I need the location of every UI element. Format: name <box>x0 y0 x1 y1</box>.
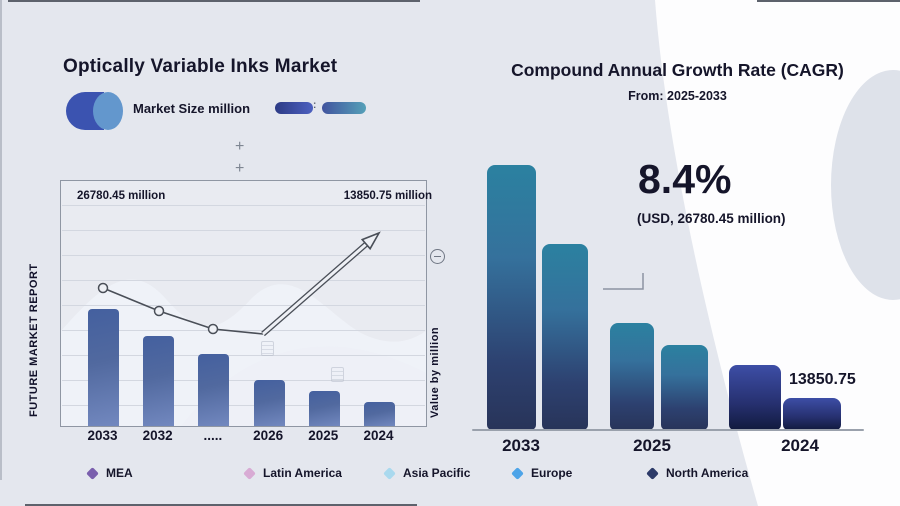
frame-line-bottom <box>25 504 417 506</box>
value-2024-annotation: 13850.75 <box>789 371 856 388</box>
left-chart-bar-2025 <box>308 391 340 426</box>
market-size-label: Market Size million <box>133 101 251 116</box>
legend-item-mea: MEA <box>86 466 133 480</box>
left-x-label: ..... <box>203 428 223 443</box>
legend-label: Asia Pacific <box>403 466 471 480</box>
frame-line-top <box>8 0 420 2</box>
document-icon <box>331 367 344 382</box>
frame-line-top-right <box>757 0 900 2</box>
left-x-label: 2024 <box>363 428 394 443</box>
decorative-pill-dark <box>275 102 313 114</box>
y-axis-label: Value by million <box>429 326 441 418</box>
cagr-bar-2024-secondary <box>783 398 841 430</box>
legend-diamond-icon <box>646 466 659 480</box>
cagr-detail: (USD, 26780.45 million) <box>637 211 786 226</box>
left-bars-layer <box>61 181 426 426</box>
legend-diamond-icon <box>511 466 524 480</box>
left-x-label: 2025 <box>308 428 339 443</box>
cagr-bar-2033-primary <box>487 165 536 430</box>
document-icon <box>261 341 274 356</box>
left-chart-bar-2032 <box>143 336 175 426</box>
left-x-label: 2033 <box>87 428 118 443</box>
legend-item-asia-pacific: Asia Pacific <box>383 466 471 480</box>
legend-diamond-icon <box>383 466 396 480</box>
legend-label: Latin America <box>263 466 342 480</box>
future-market-report-watermark: FUTURE MARKET REPORT <box>28 263 40 417</box>
left-x-axis-labels: 2033 2032..... 2026 2025 2024 <box>60 428 425 446</box>
cagr-bar-2024-primary <box>729 365 781 430</box>
legend-label: Europe <box>531 466 573 480</box>
legend-diamond-icon <box>243 466 256 480</box>
legend-item-europe: Europe <box>511 466 573 480</box>
left-x-label: 2026 <box>253 428 284 443</box>
right-chart-axis <box>472 429 864 431</box>
legend-item-north-america: North America <box>646 466 749 480</box>
legend-label: North America <box>666 466 749 480</box>
frame-line-left <box>0 0 2 480</box>
legend-label: MEA <box>106 466 133 480</box>
cagr-subtitle: From: 2025-2033 <box>628 89 727 103</box>
right-x-label: 2025 <box>633 436 671 455</box>
max-value-annotation: 26780.45 million <box>77 190 166 202</box>
left-chart-bar-2033 <box>88 309 119 426</box>
cagr-bar-2025-secondary <box>661 345 708 430</box>
plus-mark-icon: + <box>235 160 245 177</box>
market-size-chart-panel: 26780.45 million 13850.75 million <box>60 180 432 427</box>
cagr-bar-2033-secondary <box>542 244 588 430</box>
minus-glyph <box>434 255 441 258</box>
database-cylinder-icon <box>66 92 123 130</box>
min-value-annotation: 13850.75 million <box>343 190 432 202</box>
legend-item-latin-america: Latin America <box>243 466 342 480</box>
left-x-label: 2032 <box>142 428 173 443</box>
step-callout-line <box>603 273 644 290</box>
left-chart-bar-2024 <box>364 402 395 426</box>
page-title: Optically Variable Inks Market <box>63 56 338 77</box>
cagr-percentage: 8.4% <box>638 156 732 202</box>
trend-line-and-arrow <box>97 231 381 337</box>
cagr-bars-layer <box>474 150 874 430</box>
right-header: Compound Annual Growth Rate (CAGR) From:… <box>470 60 885 103</box>
zoom-out-icon <box>430 249 445 264</box>
pill-separator: : <box>313 100 317 111</box>
left-chart-bar-2026 <box>253 380 285 426</box>
decorative-pill-teal <box>322 102 366 114</box>
right-x-label: 2033 <box>502 436 540 455</box>
right-x-label: 2024 <box>781 436 819 455</box>
plus-mark-icon: + <box>235 138 245 155</box>
legend-diamond-icon <box>86 466 99 480</box>
left-chart-bar-..... <box>198 354 230 426</box>
cagr-title: Compound Annual Growth Rate (CAGR) <box>511 60 844 80</box>
cagr-bar-2025-primary <box>610 323 654 430</box>
